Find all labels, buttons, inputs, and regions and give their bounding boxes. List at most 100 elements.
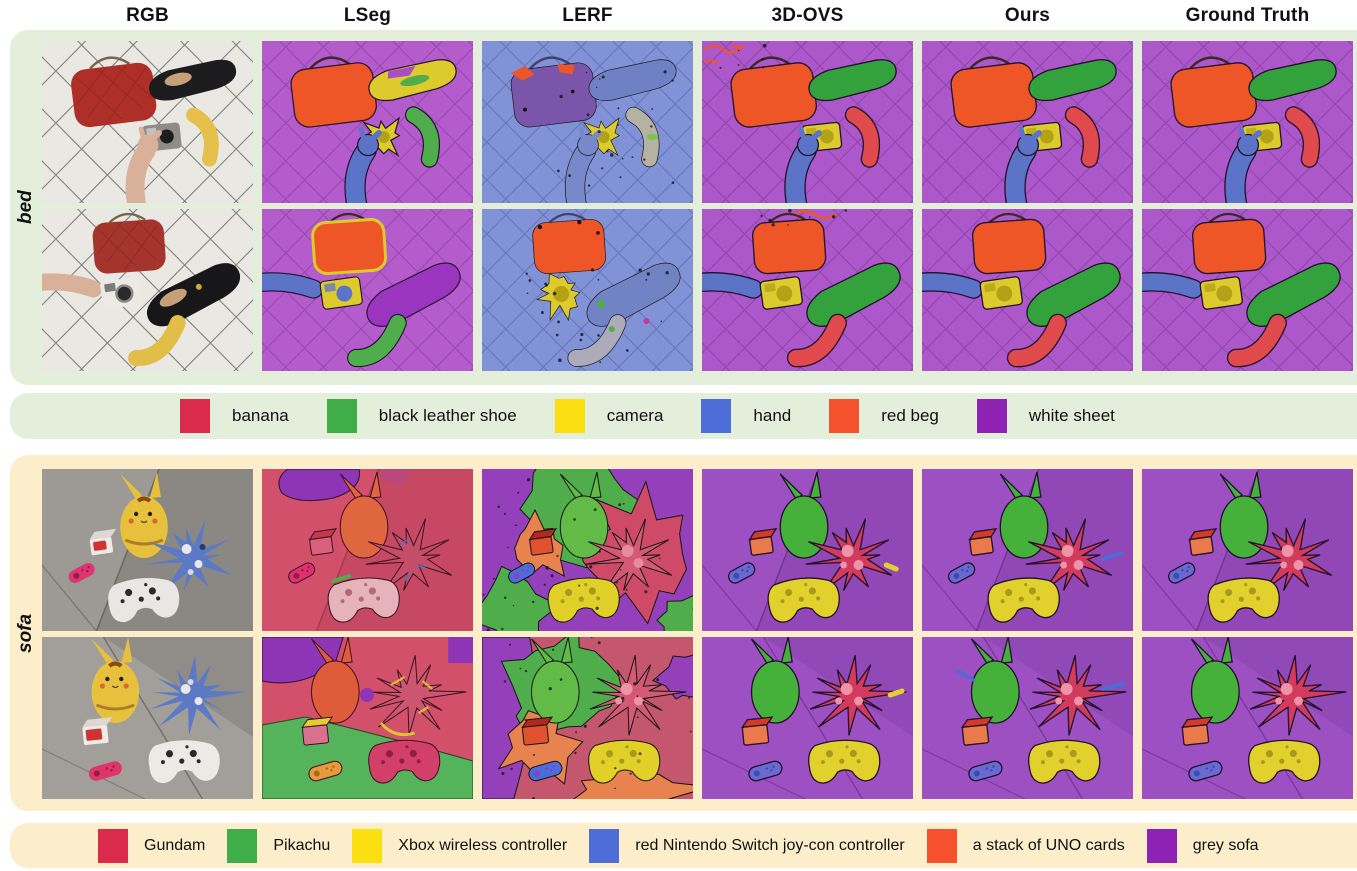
tile-bed-row2-ours bbox=[922, 209, 1133, 371]
tile-sofa-row1-gt bbox=[1142, 469, 1353, 631]
legend-swatch-pikachu bbox=[227, 828, 258, 863]
legend-label-xbox-controller: Xbox wireless controller bbox=[398, 836, 568, 854]
bed-row1-ours-image bbox=[922, 41, 1133, 203]
sofa-image-panel: sofa bbox=[10, 455, 1357, 811]
bed-image-panel: bed bbox=[10, 30, 1357, 385]
legend-item-black-leather-shoe: black leather shoe bbox=[326, 399, 517, 433]
tile-bed-row1-ovs bbox=[702, 41, 913, 203]
legend-label-hand: hand bbox=[753, 406, 792, 425]
legend-label-camera: camera bbox=[606, 406, 664, 425]
sofa-row1-lerf-image bbox=[482, 469, 693, 631]
legend-label-red-beg: red beg bbox=[881, 406, 939, 425]
legend-label-grey-sofa: grey sofa bbox=[1192, 836, 1259, 854]
column-header-ground-truth: Ground Truth bbox=[1185, 5, 1310, 26]
sofa-row2-lseg-image bbox=[262, 637, 473, 799]
legend-item-grey-sofa: grey sofa bbox=[1146, 828, 1259, 863]
tile-sofa-row2-rgb bbox=[42, 637, 253, 799]
sofa-row1-ours-image bbox=[922, 469, 1133, 631]
bed-row2-ours-image bbox=[922, 209, 1133, 371]
bed-row1-lerf-image bbox=[482, 41, 693, 203]
column-header-lseg: LSeg bbox=[343, 5, 392, 26]
legend-swatch-uno-cards bbox=[926, 828, 957, 863]
sofa-row1-lseg-image bbox=[262, 469, 473, 631]
tile-sofa-row1-rgb bbox=[42, 469, 253, 631]
column-header-3d-ovs: 3D-OVS bbox=[771, 5, 844, 26]
legend-swatch-gundam bbox=[98, 828, 128, 863]
legend-swatch-black-leather-shoe bbox=[326, 399, 357, 433]
sofa-row2-gt-image bbox=[1142, 637, 1353, 799]
tile-sofa-row2-lerf bbox=[482, 637, 693, 799]
legend-label-banana: banana bbox=[232, 406, 289, 425]
bed-row2-rgb-image bbox=[42, 209, 253, 371]
bed-row2-ovs-image bbox=[702, 209, 913, 371]
sofa-row2-ours-image bbox=[922, 637, 1133, 799]
tile-bed-row1-lerf bbox=[482, 41, 693, 203]
legend-label-white-sheet: white sheet bbox=[1028, 406, 1115, 425]
tile-bed-row1-rgb bbox=[42, 41, 253, 203]
legend-swatch-hand bbox=[701, 399, 732, 433]
legend-item-camera: camera bbox=[554, 399, 664, 433]
column-header-ours: Ours bbox=[1004, 5, 1051, 26]
legend-label-joycon: red Nintendo Switch joy-con controller bbox=[635, 836, 905, 854]
legend-item-hand: hand bbox=[701, 399, 791, 433]
tile-bed-row2-ovs bbox=[702, 209, 913, 371]
legend-label-uno-cards: a stack of UNO cards bbox=[972, 836, 1125, 854]
tile-bed-row1-lseg bbox=[262, 41, 473, 203]
tile-sofa-row1-ours bbox=[922, 469, 1133, 631]
sofa-row2-rgb-image bbox=[42, 637, 253, 799]
tile-sofa-row2-ovs bbox=[702, 637, 913, 799]
bed-image-grid bbox=[42, 41, 1357, 371]
legend-item-banana: banana bbox=[180, 399, 289, 433]
legend-swatch-camera bbox=[554, 399, 585, 433]
legend-item-white-sheet: white sheet bbox=[976, 399, 1115, 433]
bed-row1-gt-image bbox=[1142, 41, 1353, 203]
legend-swatch-xbox-controller bbox=[352, 828, 383, 863]
sofa-row1-ovs-image bbox=[702, 469, 913, 631]
sofa-row1-rgb-image bbox=[42, 469, 253, 631]
legend-item-xbox-controller: Xbox wireless controller bbox=[352, 828, 568, 863]
legend-swatch-red-beg bbox=[829, 399, 860, 433]
sofa-row2-lerf-image bbox=[482, 637, 693, 799]
sofa-image-grid bbox=[42, 469, 1357, 799]
bed-row1-ovs-image bbox=[702, 41, 913, 203]
legend-item-pikachu: Pikachu bbox=[227, 828, 331, 863]
tile-sofa-row1-lseg bbox=[262, 469, 473, 631]
column-headers: RGB LSeg LERF 3D-OVS Ours Ground Truth bbox=[42, 2, 1357, 30]
tile-sofa-row1-ovs bbox=[702, 469, 913, 631]
bed-row1-rgb-image bbox=[42, 41, 253, 203]
legend-item-red-beg: red beg bbox=[829, 399, 939, 433]
bed-row2-lerf-image bbox=[482, 209, 693, 371]
column-header-lerf: LERF bbox=[562, 5, 613, 26]
legend-label-pikachu: Pikachu bbox=[273, 836, 331, 854]
bed-row2-gt-image bbox=[1142, 209, 1353, 371]
sofa-row2-ovs-image bbox=[702, 637, 913, 799]
legend-item-joycon: red Nintendo Switch joy-con controller bbox=[589, 828, 905, 863]
tile-sofa-row2-ours bbox=[922, 637, 1133, 799]
sofa-legend-panel: Gundam Pikachu Xbox wireless controller … bbox=[10, 823, 1357, 868]
bed-row1-lseg-image bbox=[262, 41, 473, 203]
tile-bed-row2-gt bbox=[1142, 209, 1353, 371]
legend-swatch-banana bbox=[180, 399, 210, 433]
column-header-rgb: RGB bbox=[126, 5, 169, 26]
legend-item-gundam: Gundam bbox=[98, 828, 206, 863]
legend-item-uno-cards: a stack of UNO cards bbox=[926, 828, 1125, 863]
legend-swatch-joycon bbox=[589, 828, 620, 863]
tile-bed-row2-lseg bbox=[262, 209, 473, 371]
legend-swatch-white-sheet bbox=[976, 399, 1007, 433]
tile-bed-row2-rgb bbox=[42, 209, 253, 371]
bed-row2-lseg-image bbox=[262, 209, 473, 371]
bed-row-label: bed bbox=[15, 190, 36, 225]
tile-sofa-row2-gt bbox=[1142, 637, 1353, 799]
tile-bed-row1-ours bbox=[922, 41, 1133, 203]
legend-label-black-leather-shoe: black leather shoe bbox=[378, 406, 517, 425]
tile-sofa-row1-lerf bbox=[482, 469, 693, 631]
tile-bed-row2-lerf bbox=[482, 209, 693, 371]
tile-bed-row1-gt bbox=[1142, 41, 1353, 203]
bed-legend-panel: banana black leather shoe camera hand re… bbox=[10, 393, 1357, 439]
sofa-row-label: sofa bbox=[15, 613, 36, 653]
sofa-row1-gt-image bbox=[1142, 469, 1353, 631]
legend-label-gundam: Gundam bbox=[144, 836, 206, 854]
legend-swatch-grey-sofa bbox=[1146, 828, 1177, 863]
tile-sofa-row2-lseg bbox=[262, 637, 473, 799]
